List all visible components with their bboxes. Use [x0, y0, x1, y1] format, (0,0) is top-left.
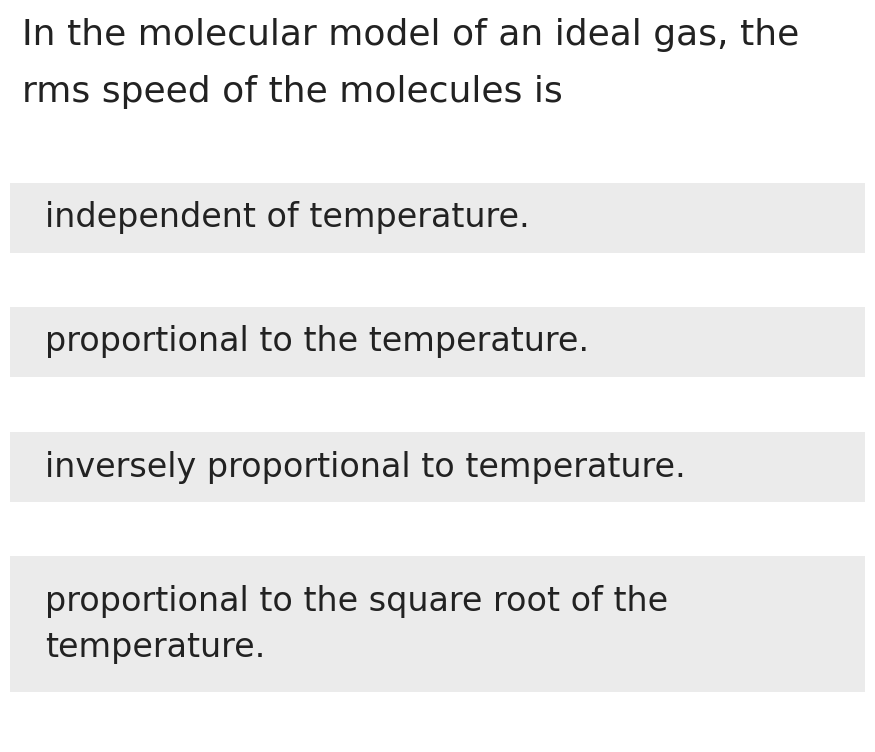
Bar — [10, 432, 865, 502]
Text: proportional to the square root of the
temperature.: proportional to the square root of the t… — [45, 584, 668, 663]
Text: independent of temperature.: independent of temperature. — [45, 202, 529, 235]
Bar — [10, 556, 865, 692]
Text: proportional to the temperature.: proportional to the temperature. — [45, 326, 589, 359]
Text: inversely proportional to temperature.: inversely proportional to temperature. — [45, 450, 686, 484]
Text: In the molecular model of an ideal gas, the: In the molecular model of an ideal gas, … — [22, 18, 799, 52]
Bar — [10, 183, 865, 253]
Text: rms speed of the molecules is: rms speed of the molecules is — [22, 75, 563, 109]
Bar — [10, 307, 865, 377]
